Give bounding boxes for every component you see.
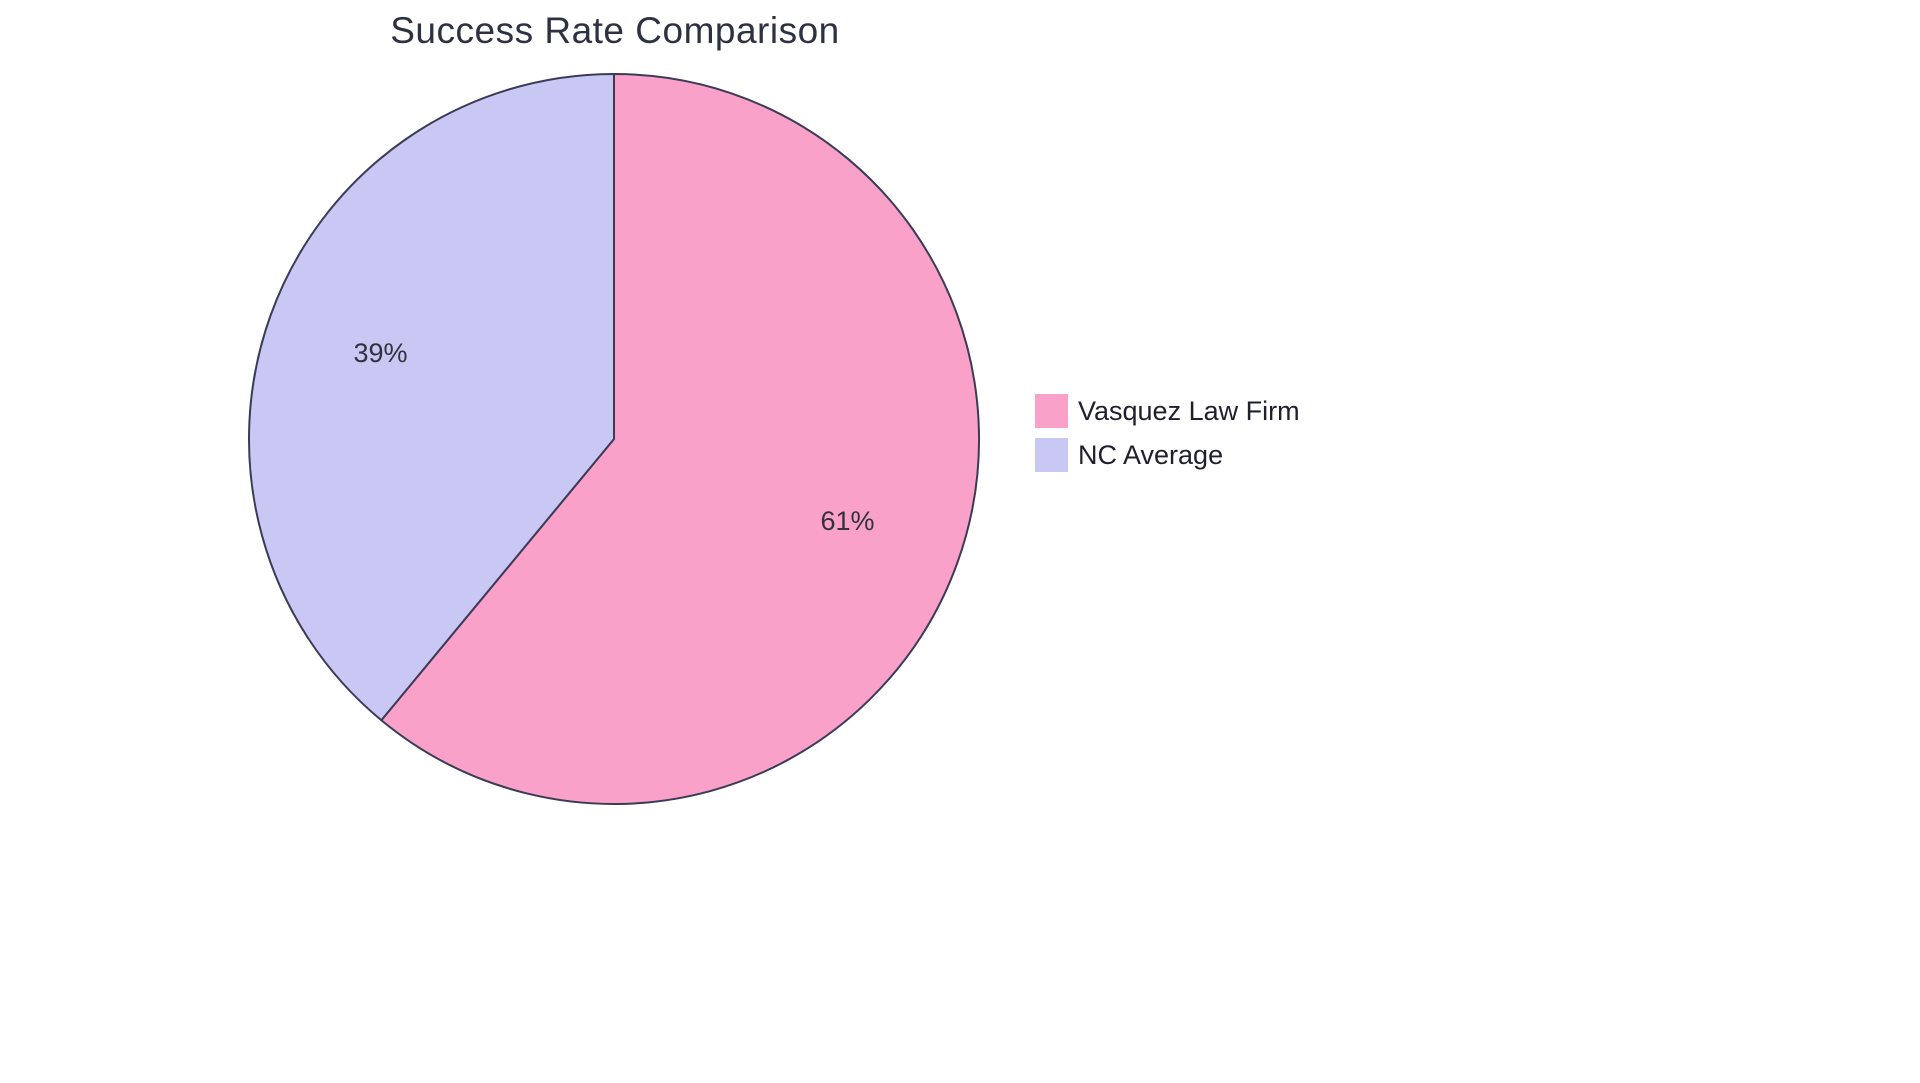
legend-swatch-nc-average <box>1035 438 1068 472</box>
pie-slice-value-label: 39% <box>353 338 407 368</box>
chart-title: Success Rate Comparison <box>390 10 840 51</box>
legend-label-vasquez-law-firm: Vasquez Law Firm <box>1078 396 1300 426</box>
pie-slice-value-label: 61% <box>820 506 874 536</box>
legend-swatch-vasquez-law-firm <box>1035 394 1068 428</box>
legend-label-nc-average: NC Average <box>1078 440 1224 470</box>
pie-slice-vasquez-law-firm <box>380 73 980 805</box>
legend: Vasquez Law Firm NC Average <box>1035 394 1300 472</box>
pie-slice-nc-average <box>248 73 615 722</box>
legend-item-vasquez-law-firm: Vasquez Law Firm <box>1035 394 1300 428</box>
legend-item-nc-average: NC Average <box>1035 438 1300 472</box>
